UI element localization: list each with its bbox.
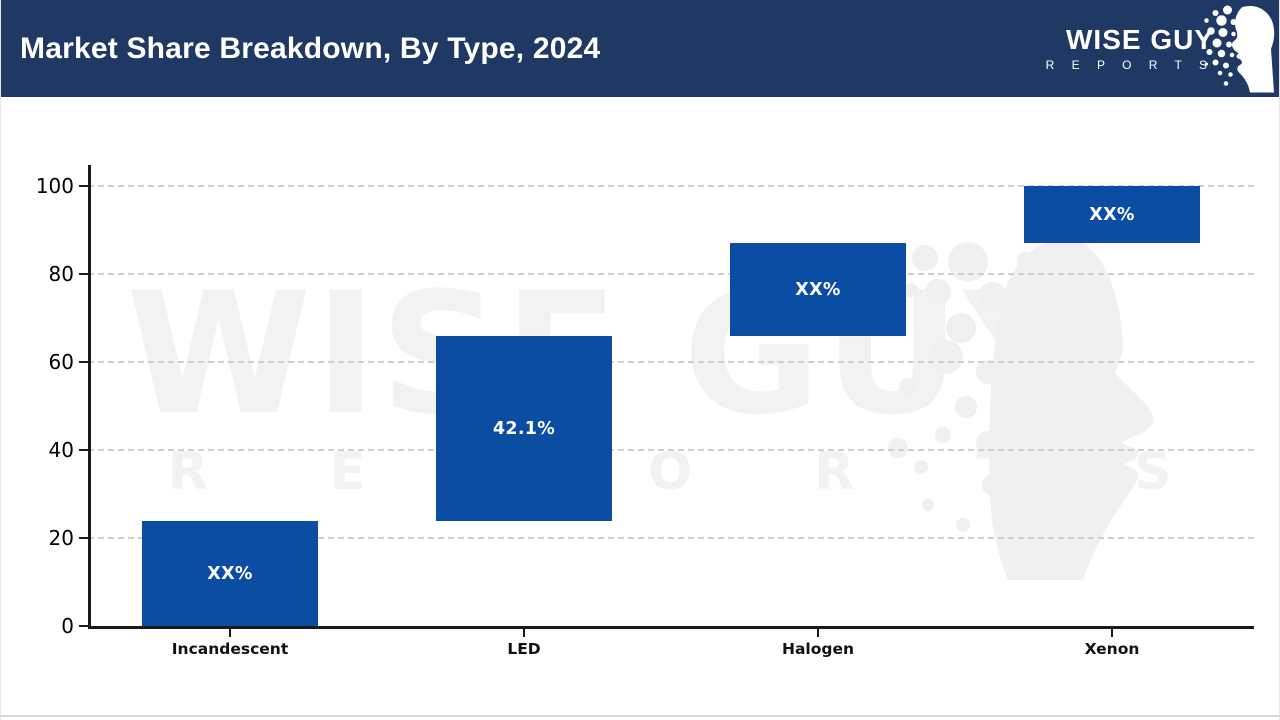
x-tick-label-halogen: Halogen: [781, 640, 855, 658]
y-tick-60: [79, 361, 88, 363]
bar-value-label-led: 42.1%: [492, 418, 556, 439]
y-tick-100: [79, 185, 88, 187]
bar-value-label-halogen: XX%: [795, 279, 841, 300]
y-tick-label-40: 40: [48, 438, 74, 462]
y-axis-line: [88, 165, 91, 629]
y-tick-40: [79, 449, 88, 451]
header-bar: Market Share Breakdown, By Type, 2024 WI…: [0, 0, 1280, 97]
x-tick-led: [523, 629, 525, 637]
bar-value-label-xenon: XX%: [1089, 204, 1135, 225]
gridline-y-60: [88, 361, 1254, 363]
bar-halogen: XX%: [730, 243, 906, 337]
x-tick-incandescent: [229, 629, 231, 637]
x-tick-label-xenon: Xenon: [1084, 640, 1140, 658]
gridline-y-20: [88, 537, 1254, 539]
bottom-border-line: [0, 715, 1280, 717]
logo-name-text: WISE GUY: [1065, 24, 1214, 55]
y-tick-20: [79, 537, 88, 539]
x-tick-xenon: [1111, 629, 1113, 637]
x-tick-label-incandescent: Incandescent: [171, 640, 289, 658]
y-tick-label-20: 20: [48, 526, 74, 550]
x-axis-line: [88, 626, 1254, 629]
logo-head-icon: [1202, 5, 1275, 93]
bar-incandescent: XX%: [142, 521, 318, 626]
gridline-y-40: [88, 449, 1254, 451]
bar-value-label-incandescent: XX%: [207, 563, 253, 584]
y-tick-label-0: 0: [61, 614, 74, 638]
y-tick-80: [79, 273, 88, 275]
y-tick-label-60: 60: [48, 350, 74, 374]
chart-title: Market Share Breakdown, By Type, 2024: [20, 31, 601, 65]
x-tick-label-led: LED: [507, 640, 541, 658]
wiseguy-logo: WISE GUY R E P O R T S: [1046, 4, 1276, 94]
bar-led: 42.1%: [436, 336, 612, 522]
y-tick-label-100: 100: [35, 174, 74, 198]
y-tick-label-80: 80: [48, 262, 74, 286]
bar-xenon: XX%: [1024, 186, 1200, 244]
y-tick-0: [79, 625, 88, 627]
gridline-y-100: [88, 185, 1254, 187]
logo-reports-text: R E P O R T S: [1045, 58, 1214, 72]
gridline-y-80: [88, 273, 1254, 275]
x-tick-halogen: [817, 629, 819, 637]
logo-wordmark: WISE GUY R E P O R T S: [1045, 24, 1214, 72]
